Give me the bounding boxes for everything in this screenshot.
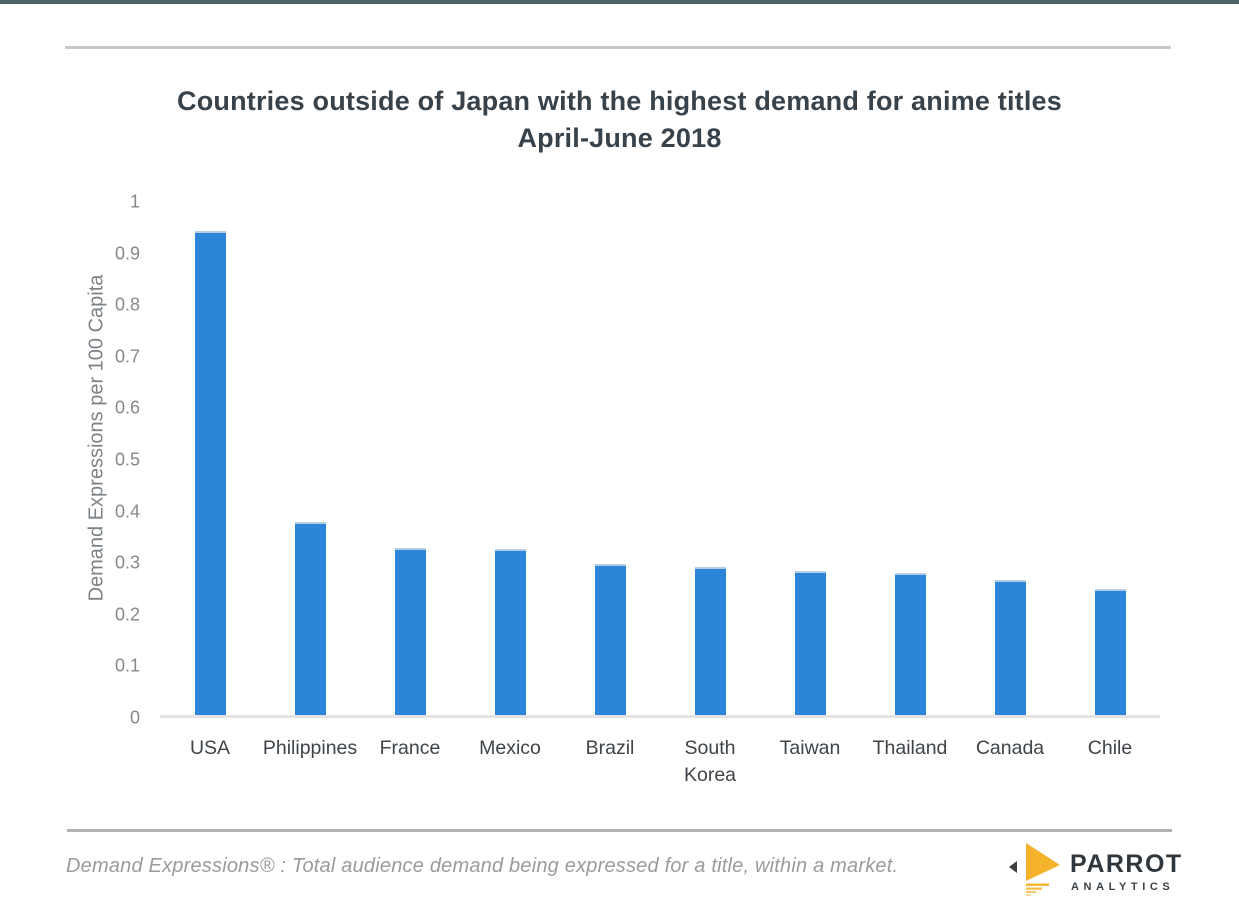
x-label-chile: Chile <box>1087 737 1133 759</box>
parrot-analytics-logo: PARROT ANALYTICS <box>1005 840 1190 898</box>
bar-canada <box>994 579 1026 715</box>
y-tick-0.6: 0.6 <box>114 397 140 418</box>
bar-usa <box>194 231 226 715</box>
y-tick-0.5: 0.5 <box>114 449 140 470</box>
bar-philippines <box>294 521 326 715</box>
x-label-mexico: Mexico <box>479 737 541 759</box>
parrot-logo: PARROT ANALYTICS <box>1009 843 1183 896</box>
bar-chile <box>1094 589 1126 715</box>
y-tick-0.9: 0.9 <box>114 243 140 264</box>
chart-title: Countries outside of Japan with the high… <box>0 83 1239 157</box>
bar-slot-mexico <box>460 202 560 715</box>
header-divider <box>65 46 1171 49</box>
x-label-usa: USA <box>189 737 231 759</box>
x-label-thailand: Thailand <box>872 737 948 759</box>
y-tick-0.3: 0.3 <box>114 552 140 573</box>
y-tick-0.2: 0.2 <box>114 604 140 625</box>
x-label-france: France <box>379 737 441 759</box>
x-label-brazil: Brazil <box>585 737 635 759</box>
bar-thailand <box>894 573 926 715</box>
x-label-south-korea: South Korea <box>683 737 737 786</box>
logo-brand-text: PARROT <box>1070 850 1183 878</box>
parrot-logo-mark-icon <box>1009 843 1060 896</box>
footnote: Demand Expressions® : Total audience dem… <box>66 855 899 877</box>
bar-slot-usa <box>160 202 260 715</box>
bar-taiwan <box>794 571 826 715</box>
bar-france <box>394 548 426 715</box>
top-accent-bar <box>0 0 1239 4</box>
bar-brazil <box>594 563 626 715</box>
bar-slot-thailand <box>860 202 960 715</box>
bar-slot-france <box>360 202 460 715</box>
y-tick-1: 1 <box>129 191 140 212</box>
bar-slot-taiwan <box>760 202 860 715</box>
bar-mexico <box>494 549 526 715</box>
y-tick-0.7: 0.7 <box>114 346 140 367</box>
bar-slot-philippines <box>260 202 360 715</box>
y-axis-tick-labels: 0 0.1 0.2 0.3 0.4 0.5 0.6 0.7 0.8 0.9 1 <box>0 192 140 728</box>
chart-title-line1: Countries outside of Japan with the high… <box>177 86 1062 116</box>
logo-sub-text: ANALYTICS <box>1071 881 1174 893</box>
x-label-taiwan: Taiwan <box>779 737 841 759</box>
y-tick-0.1: 0.1 <box>114 655 140 676</box>
bar-south-korea <box>694 566 726 715</box>
y-tick-0.4: 0.4 <box>114 501 140 522</box>
x-label-philippines: Philippines <box>262 737 358 759</box>
bar-slot-brazil <box>560 202 660 715</box>
plot-area <box>160 202 1160 718</box>
footer-divider <box>67 829 1172 832</box>
y-tick-0: 0 <box>129 707 140 728</box>
bar-slot-canada <box>960 202 1060 715</box>
y-tick-0.8: 0.8 <box>114 294 140 315</box>
x-label-canada: Canada <box>975 737 1045 759</box>
bar-slot-south-korea <box>660 202 760 715</box>
chart-title-line2: April-June 2018 <box>517 123 722 153</box>
x-axis-labels: USA Philippines France Mexico Brazil South Ko… <box>160 735 1160 789</box>
bar-slot-chile <box>1060 202 1160 715</box>
